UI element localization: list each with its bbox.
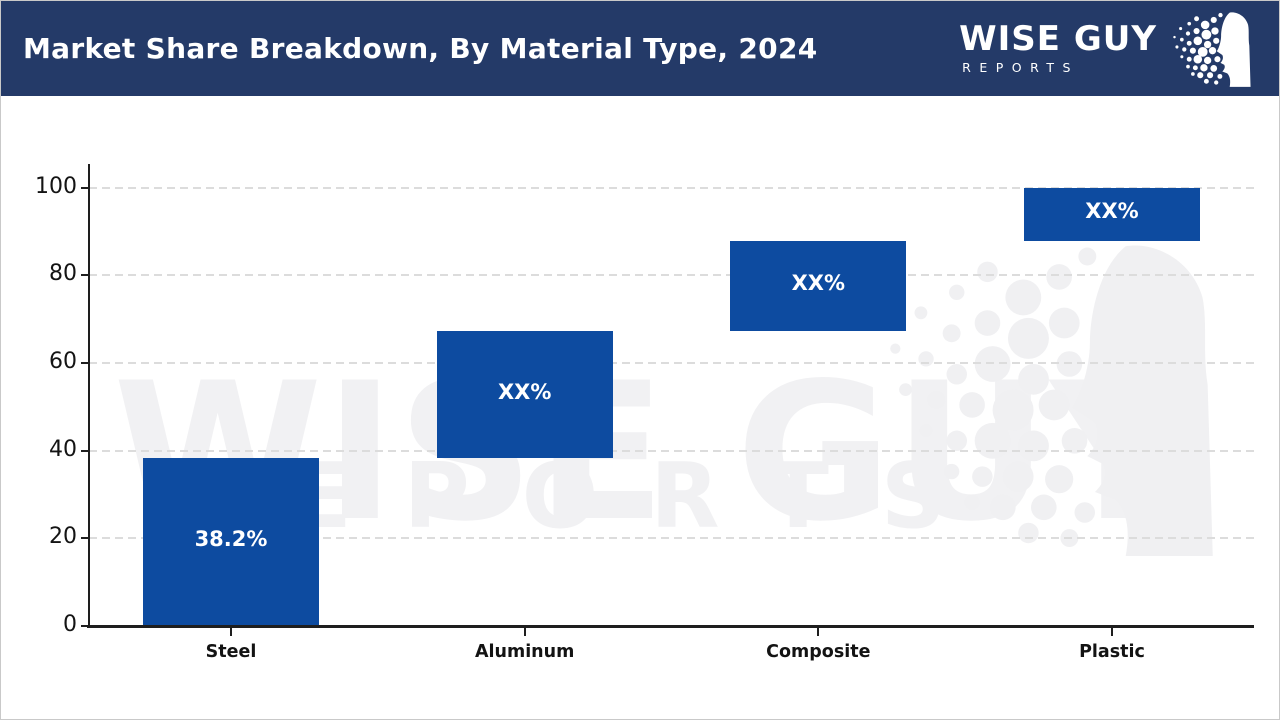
x-tickmark-aluminum (523, 628, 526, 636)
x-category-label: Steel (205, 642, 257, 662)
x-tickmark-steel (230, 628, 232, 636)
bar-value-label: 38.2% (194, 527, 268, 552)
gridline-80 (89, 274, 1254, 277)
y-tickmark-60 (81, 361, 89, 364)
wiseguy-logo: WISE GUY REPORTS (959, 10, 1253, 87)
y-tickmark-80 (81, 274, 89, 277)
y-tick-label-80: 80 (49, 261, 77, 287)
y-tickmark-0 (81, 625, 89, 627)
bar-value-label: XX% (497, 379, 552, 404)
bar-steel (143, 458, 319, 626)
y-tick-label-0: 0 (63, 612, 77, 637)
logo-subtext: REPORTS (962, 60, 1079, 75)
bar-value-label: XX% (1085, 199, 1139, 224)
header-bar: Market Share Breakdown, By Material Type… (1, 1, 1279, 96)
logo-word: WISE GUY (959, 19, 1157, 59)
y-tick-label-60: 60 (49, 348, 77, 374)
y-tick-label-40: 40 (49, 436, 77, 462)
x-category-label: Plastic (1079, 642, 1145, 662)
x-tickmark-composite (817, 628, 820, 636)
y-tickmark-100 (81, 186, 89, 189)
bar-composite (730, 240, 907, 331)
x-axis-spine (87, 625, 1254, 628)
bar-aluminum (436, 330, 613, 459)
x-category-label: Aluminum (474, 642, 575, 662)
chart-title: Market Share Breakdown, By Material Type… (23, 32, 818, 65)
gridline-20 (89, 537, 1254, 540)
gridline-100 (89, 186, 1254, 189)
bar-plastic (1024, 187, 1200, 241)
gridline-40 (89, 449, 1254, 452)
x-tickmark-plastic (1111, 628, 1113, 636)
y-tick-label-20: 20 (49, 524, 77, 550)
y-tickmark-20 (81, 537, 89, 540)
bar-value-label: XX% (791, 270, 846, 295)
x-category-label: Composite (766, 642, 871, 662)
y-tick-label-100: 100 (35, 173, 77, 199)
chart-area: WISE GUY REPORTS 0 20 40 60 80 100 38.2% Steel X… (1, 96, 1279, 719)
y-tickmark-40 (81, 449, 89, 452)
logo-wordmark: WISE GUY REPORTS (959, 22, 1157, 75)
logo-face-icon (1173, 12, 1251, 87)
y-axis-spine (88, 164, 90, 628)
gridline-60 (89, 361, 1254, 364)
